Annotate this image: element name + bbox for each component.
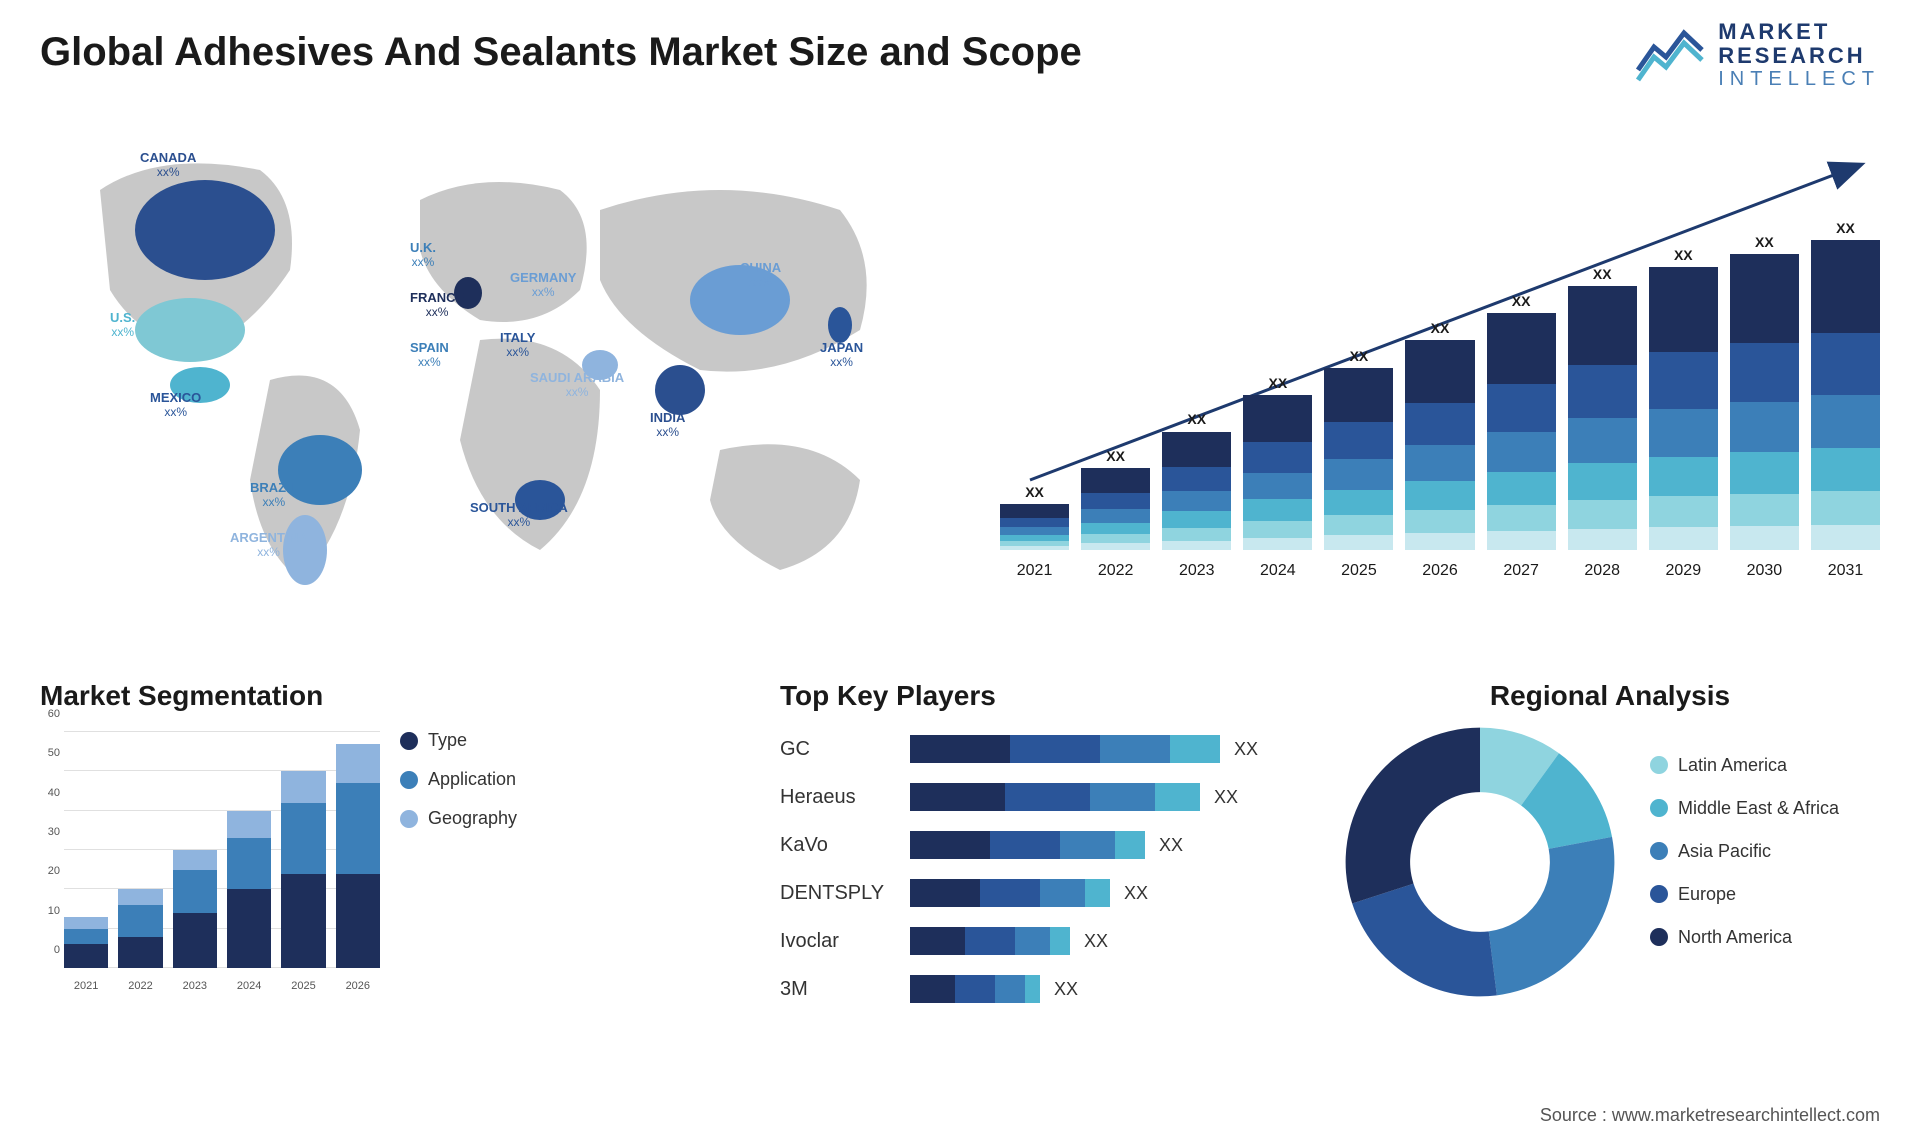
logo-icon (1636, 25, 1706, 85)
players-list: GCXX HeraeusXX KaVoXX DENTSPLYXX IvoclarXX 3M… (780, 732, 1320, 1006)
legend-item: Middle East & Africa (1650, 798, 1839, 819)
players-section: Top Key Players GCXX HeraeusXX KaVoXX DENTS… (780, 680, 1320, 1020)
player-row: KaVoXX (780, 828, 1320, 862)
segmentation-legend: Type Application Geography (400, 730, 600, 847)
map-label: SPAINxx% (410, 340, 449, 369)
map-label: U.K.xx% (410, 240, 436, 269)
donut-segment (1346, 728, 1480, 904)
map-label: JAPANxx% (820, 340, 863, 369)
source-text: Source : www.marketresearchintellect.com (1540, 1105, 1880, 1126)
segmentation-bar (64, 917, 108, 968)
main-bar: XX (1243, 375, 1312, 550)
map-label: SOUTH AFRICAxx% (470, 500, 568, 529)
player-row: HeraeusXX (780, 780, 1320, 814)
legend-item: Latin America (1650, 755, 1839, 776)
logo-text: MARKET RESEARCH INTELLECT (1718, 20, 1880, 90)
map-label: CANADAxx% (140, 150, 196, 179)
legend-item: Geography (400, 808, 600, 829)
logo: MARKET RESEARCH INTELLECT (1636, 20, 1880, 90)
legend-item: Type (400, 730, 600, 751)
main-bar: XX (1487, 293, 1556, 550)
page-title: Global Adhesives And Sealants Market Siz… (40, 30, 1082, 75)
legend-item: Asia Pacific (1650, 841, 1839, 862)
player-row: GCXX (780, 732, 1320, 766)
map-label: FRANCExx% (410, 290, 464, 319)
map-label: GERMANYxx% (510, 270, 576, 299)
main-bar: XX (1162, 411, 1231, 550)
regional-title: Regional Analysis (1340, 680, 1880, 712)
segmentation-title: Market Segmentation (40, 680, 600, 712)
map-label: ITALYxx% (500, 330, 535, 359)
map-label: ARGENTINAxx% (230, 530, 307, 559)
player-row: DENTSPLYXX (780, 876, 1320, 910)
player-row: 3MXX (780, 972, 1320, 1006)
legend-item: Application (400, 769, 600, 790)
main-growth-chart: XXXXXXXXXXXXXXXXXXXXXX 20212022202320242… (1000, 150, 1880, 580)
main-bar: XX (1811, 220, 1880, 550)
legend-item: Europe (1650, 884, 1839, 905)
world-map-svg (40, 130, 920, 630)
players-title: Top Key Players (780, 680, 1320, 712)
main-bar: XX (1730, 234, 1799, 550)
donut-segment (1352, 884, 1497, 997)
main-bar: XX (1081, 448, 1150, 550)
segmentation-bar (227, 811, 271, 968)
map-label: MEXICOxx% (150, 390, 201, 419)
main-bar: XX (1324, 348, 1393, 550)
regional-donut (1340, 722, 1620, 1002)
map-label: BRAZILxx% (250, 480, 298, 509)
main-bar: XX (1405, 320, 1474, 550)
main-bar: XX (1568, 266, 1637, 550)
donut-segment (1489, 837, 1615, 996)
segmentation-chart: 0102030405060 202120222023202420252026 (40, 732, 380, 992)
map-label: INDIAxx% (650, 410, 685, 439)
regional-legend: Latin America Middle East & Africa Asia Pa… (1650, 755, 1839, 970)
main-bar: XX (1000, 484, 1069, 550)
map-label: U.S.xx% (110, 310, 135, 339)
segmentation-bar (118, 889, 162, 968)
legend-item: North America (1650, 927, 1839, 948)
segmentation-bar (336, 744, 380, 968)
main-bar: XX (1649, 247, 1718, 550)
map-label: CHINAxx% (740, 260, 781, 289)
segmentation-bar (173, 850, 217, 968)
segmentation-bar (281, 771, 325, 968)
regional-section: Regional Analysis Latin America Middle Ea… (1340, 680, 1880, 1002)
player-row: IvoclarXX (780, 924, 1320, 958)
map-label: SAUDI ARABIAxx% (530, 370, 624, 399)
world-map: CANADAxx% U.S.xx% MEXICOxx% BRAZILxx% ARGENT… (40, 130, 920, 630)
